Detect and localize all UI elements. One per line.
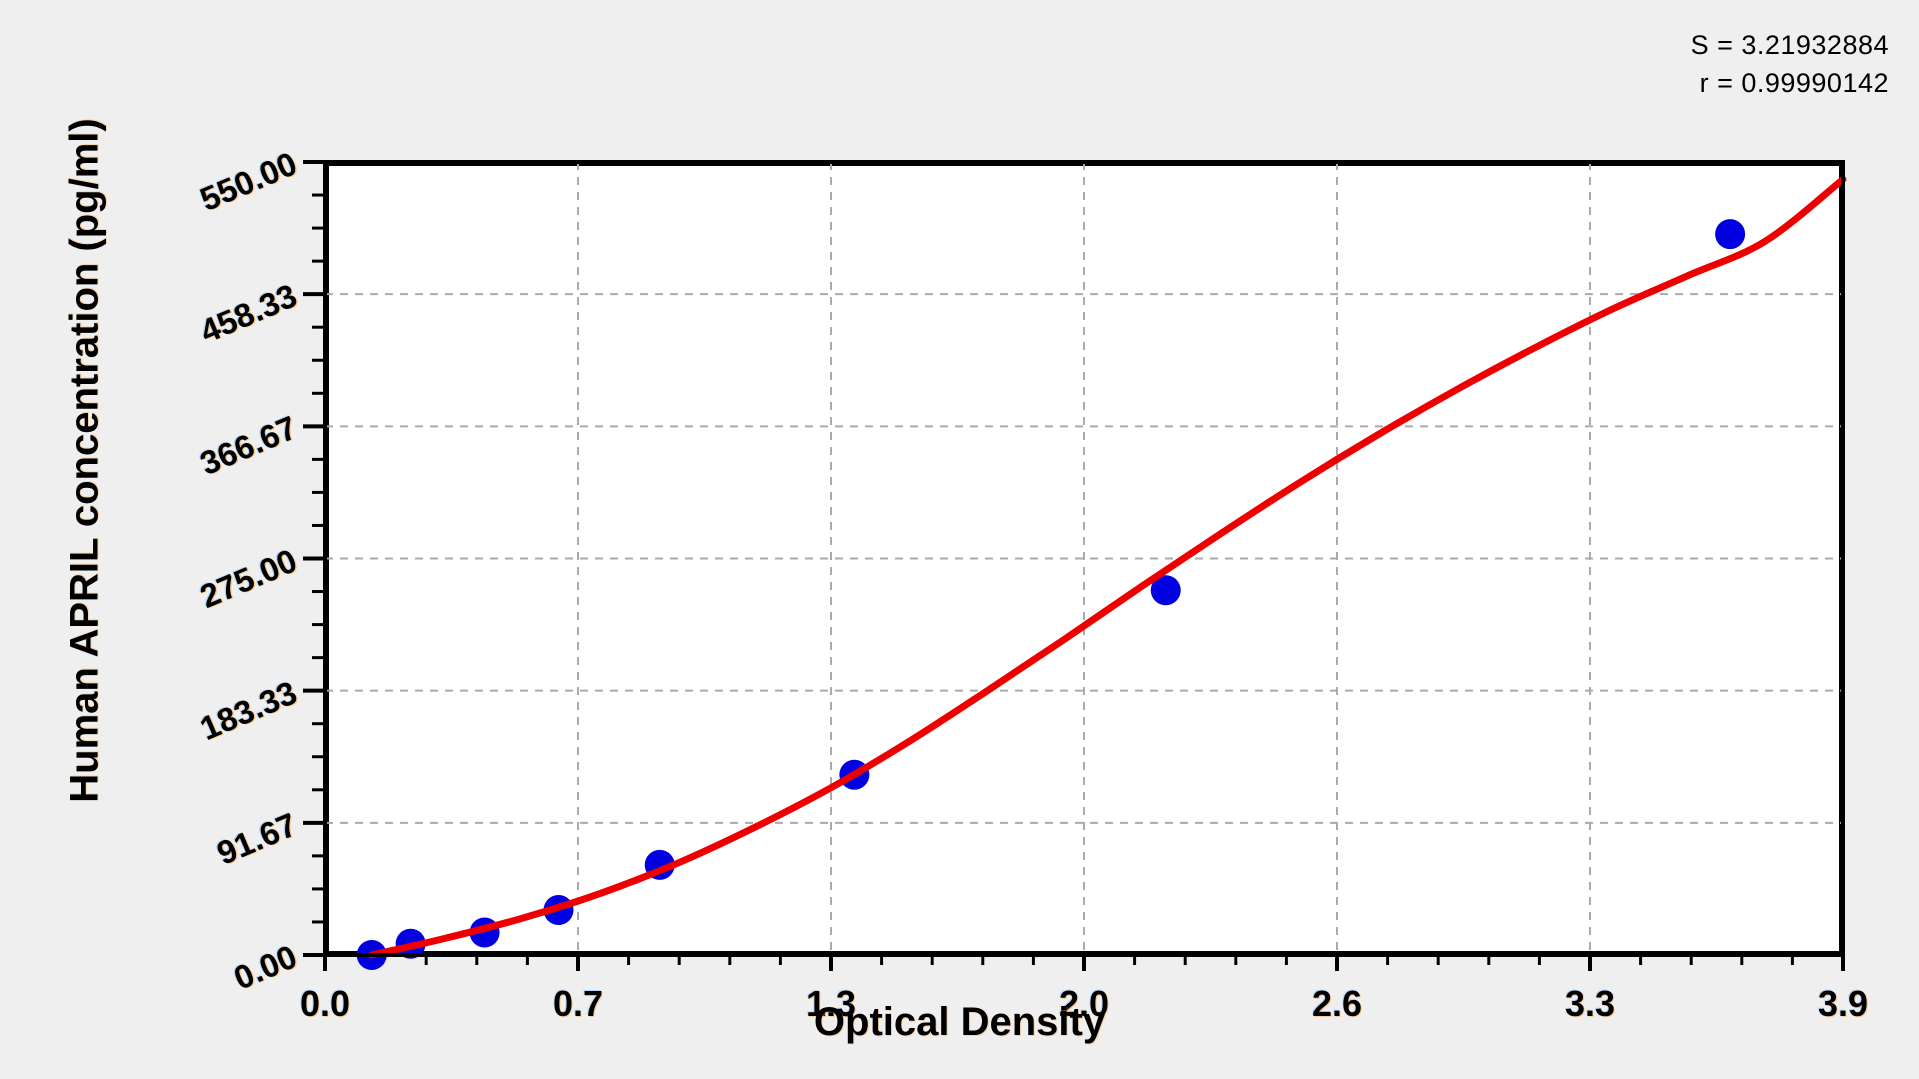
x-tick-label: 1.3 (805, 983, 857, 1024)
annotation-s-value: S = 3.21932884 (1690, 30, 1889, 60)
x-tick-label: 3.3 (1564, 983, 1616, 1024)
annotation-r-value: r = 0.99990142 (1699, 68, 1889, 98)
y-tick-label: 91.67 (211, 805, 303, 872)
x-tick-label: 2.6 (1311, 983, 1363, 1024)
x-tick-label: 3.9 (1817, 983, 1869, 1024)
y-tick-label: 0.00 (228, 937, 303, 997)
x-tick-label: 0.0 (299, 983, 351, 1024)
y-axis-title: Human APRIL concentration (pg/ml) (62, 118, 107, 803)
x-axis-title: Optical Density (813, 1000, 1106, 1044)
y-tick-label: 183.33 (194, 673, 303, 747)
x-tick-label: 0.7 (552, 983, 604, 1024)
y-tick-label: 275.00 (194, 541, 303, 615)
y-tick-label: 550.00 (194, 144, 303, 219)
x-tick-label: 2.0 (1058, 983, 1110, 1024)
y-tick-label: 366.67 (194, 408, 303, 483)
plot-area (325, 162, 1843, 955)
y-tick-label: 458.33 (194, 276, 303, 351)
